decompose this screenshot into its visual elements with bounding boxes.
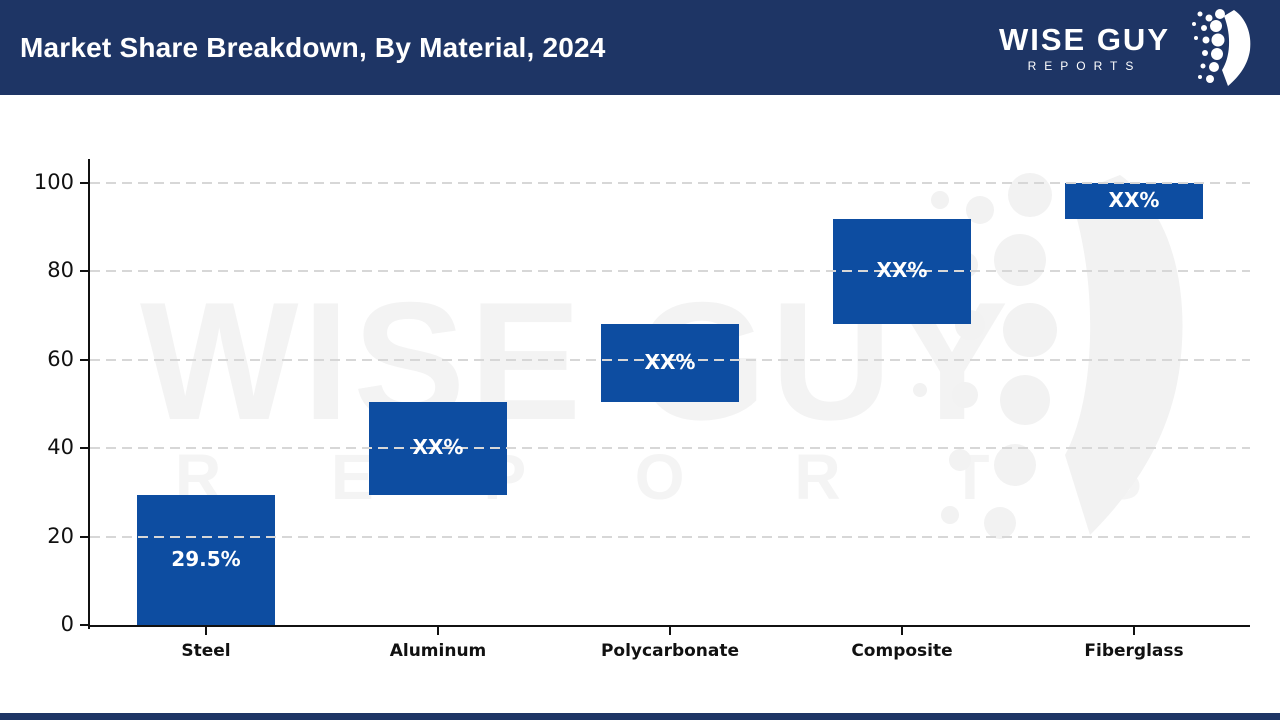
x-label-composite: Composite	[851, 641, 953, 661]
y-axis-line	[88, 159, 90, 629]
x-tick-polycarbonate	[669, 627, 671, 635]
x-tick-steel	[205, 627, 207, 635]
x-label-polycarbonate: Polycarbonate	[600, 641, 740, 661]
y-tick-0	[80, 624, 88, 626]
watermark-head-dots	[912, 173, 1183, 539]
bar-label-polycarbonate: XX%	[644, 349, 696, 374]
bar-label-composite: XX%	[876, 258, 928, 283]
x-tick-fiberglass	[1133, 627, 1135, 635]
y-tick-40	[80, 447, 88, 450]
y-tick-label-80: 80	[47, 258, 74, 283]
y-tick-label-20: 20	[47, 523, 74, 548]
y-tick-label-100: 100	[33, 170, 74, 194]
bar-polycarbonate	[601, 323, 739, 402]
y-tick-label-40: 40	[47, 435, 74, 460]
gridline-20	[90, 535, 1250, 538]
y-tick-60	[80, 358, 88, 361]
bar-label-aluminum: XX%	[412, 435, 464, 460]
watermark-subtext: R E P O R T S	[175, 441, 1188, 513]
brand-name: WISE GUY	[998, 22, 1170, 57]
y-tick-80	[80, 270, 88, 273]
bar-steel	[137, 494, 275, 625]
y-tick-label-0: 0	[60, 612, 74, 636]
brand-subname: REPORTS	[1027, 59, 1142, 73]
header-bar: Market Share Breakdown, By Material, 202…	[0, 0, 1280, 95]
gridline-40	[90, 447, 1250, 450]
y-tick-100	[80, 182, 88, 184]
page-title: Market Share Breakdown, By Material, 202…	[20, 31, 606, 63]
brand-logo-text: WISE GUY REPORTS	[999, 22, 1170, 73]
dotted-head-icon	[1192, 8, 1251, 86]
x-tick-aluminum	[437, 627, 439, 635]
y-tick-20	[80, 535, 88, 538]
x-label-steel: Steel	[181, 641, 231, 661]
bar-label-steel: 29.5%	[171, 546, 241, 571]
y-tick-label-60: 60	[47, 346, 74, 371]
x-label-aluminum: Aluminum	[389, 641, 487, 661]
chart-region: WISE GUY R E P O R T S 0 20 40 60 80 100 29.5%…	[0, 95, 1280, 713]
brand-logo: WISE GUY REPORTS	[999, 6, 1254, 90]
gridline-60	[90, 358, 1250, 361]
x-axis-line	[88, 625, 1250, 627]
footer-bar	[0, 713, 1280, 720]
x-label-fiberglass: Fiberglass	[1084, 641, 1184, 661]
bar-fiberglass	[1065, 183, 1203, 220]
gridline-100	[90, 182, 1250, 184]
x-tick-composite	[901, 627, 903, 635]
gridline-80	[90, 270, 1250, 273]
bar-label-fiberglass: XX%	[1108, 188, 1160, 213]
